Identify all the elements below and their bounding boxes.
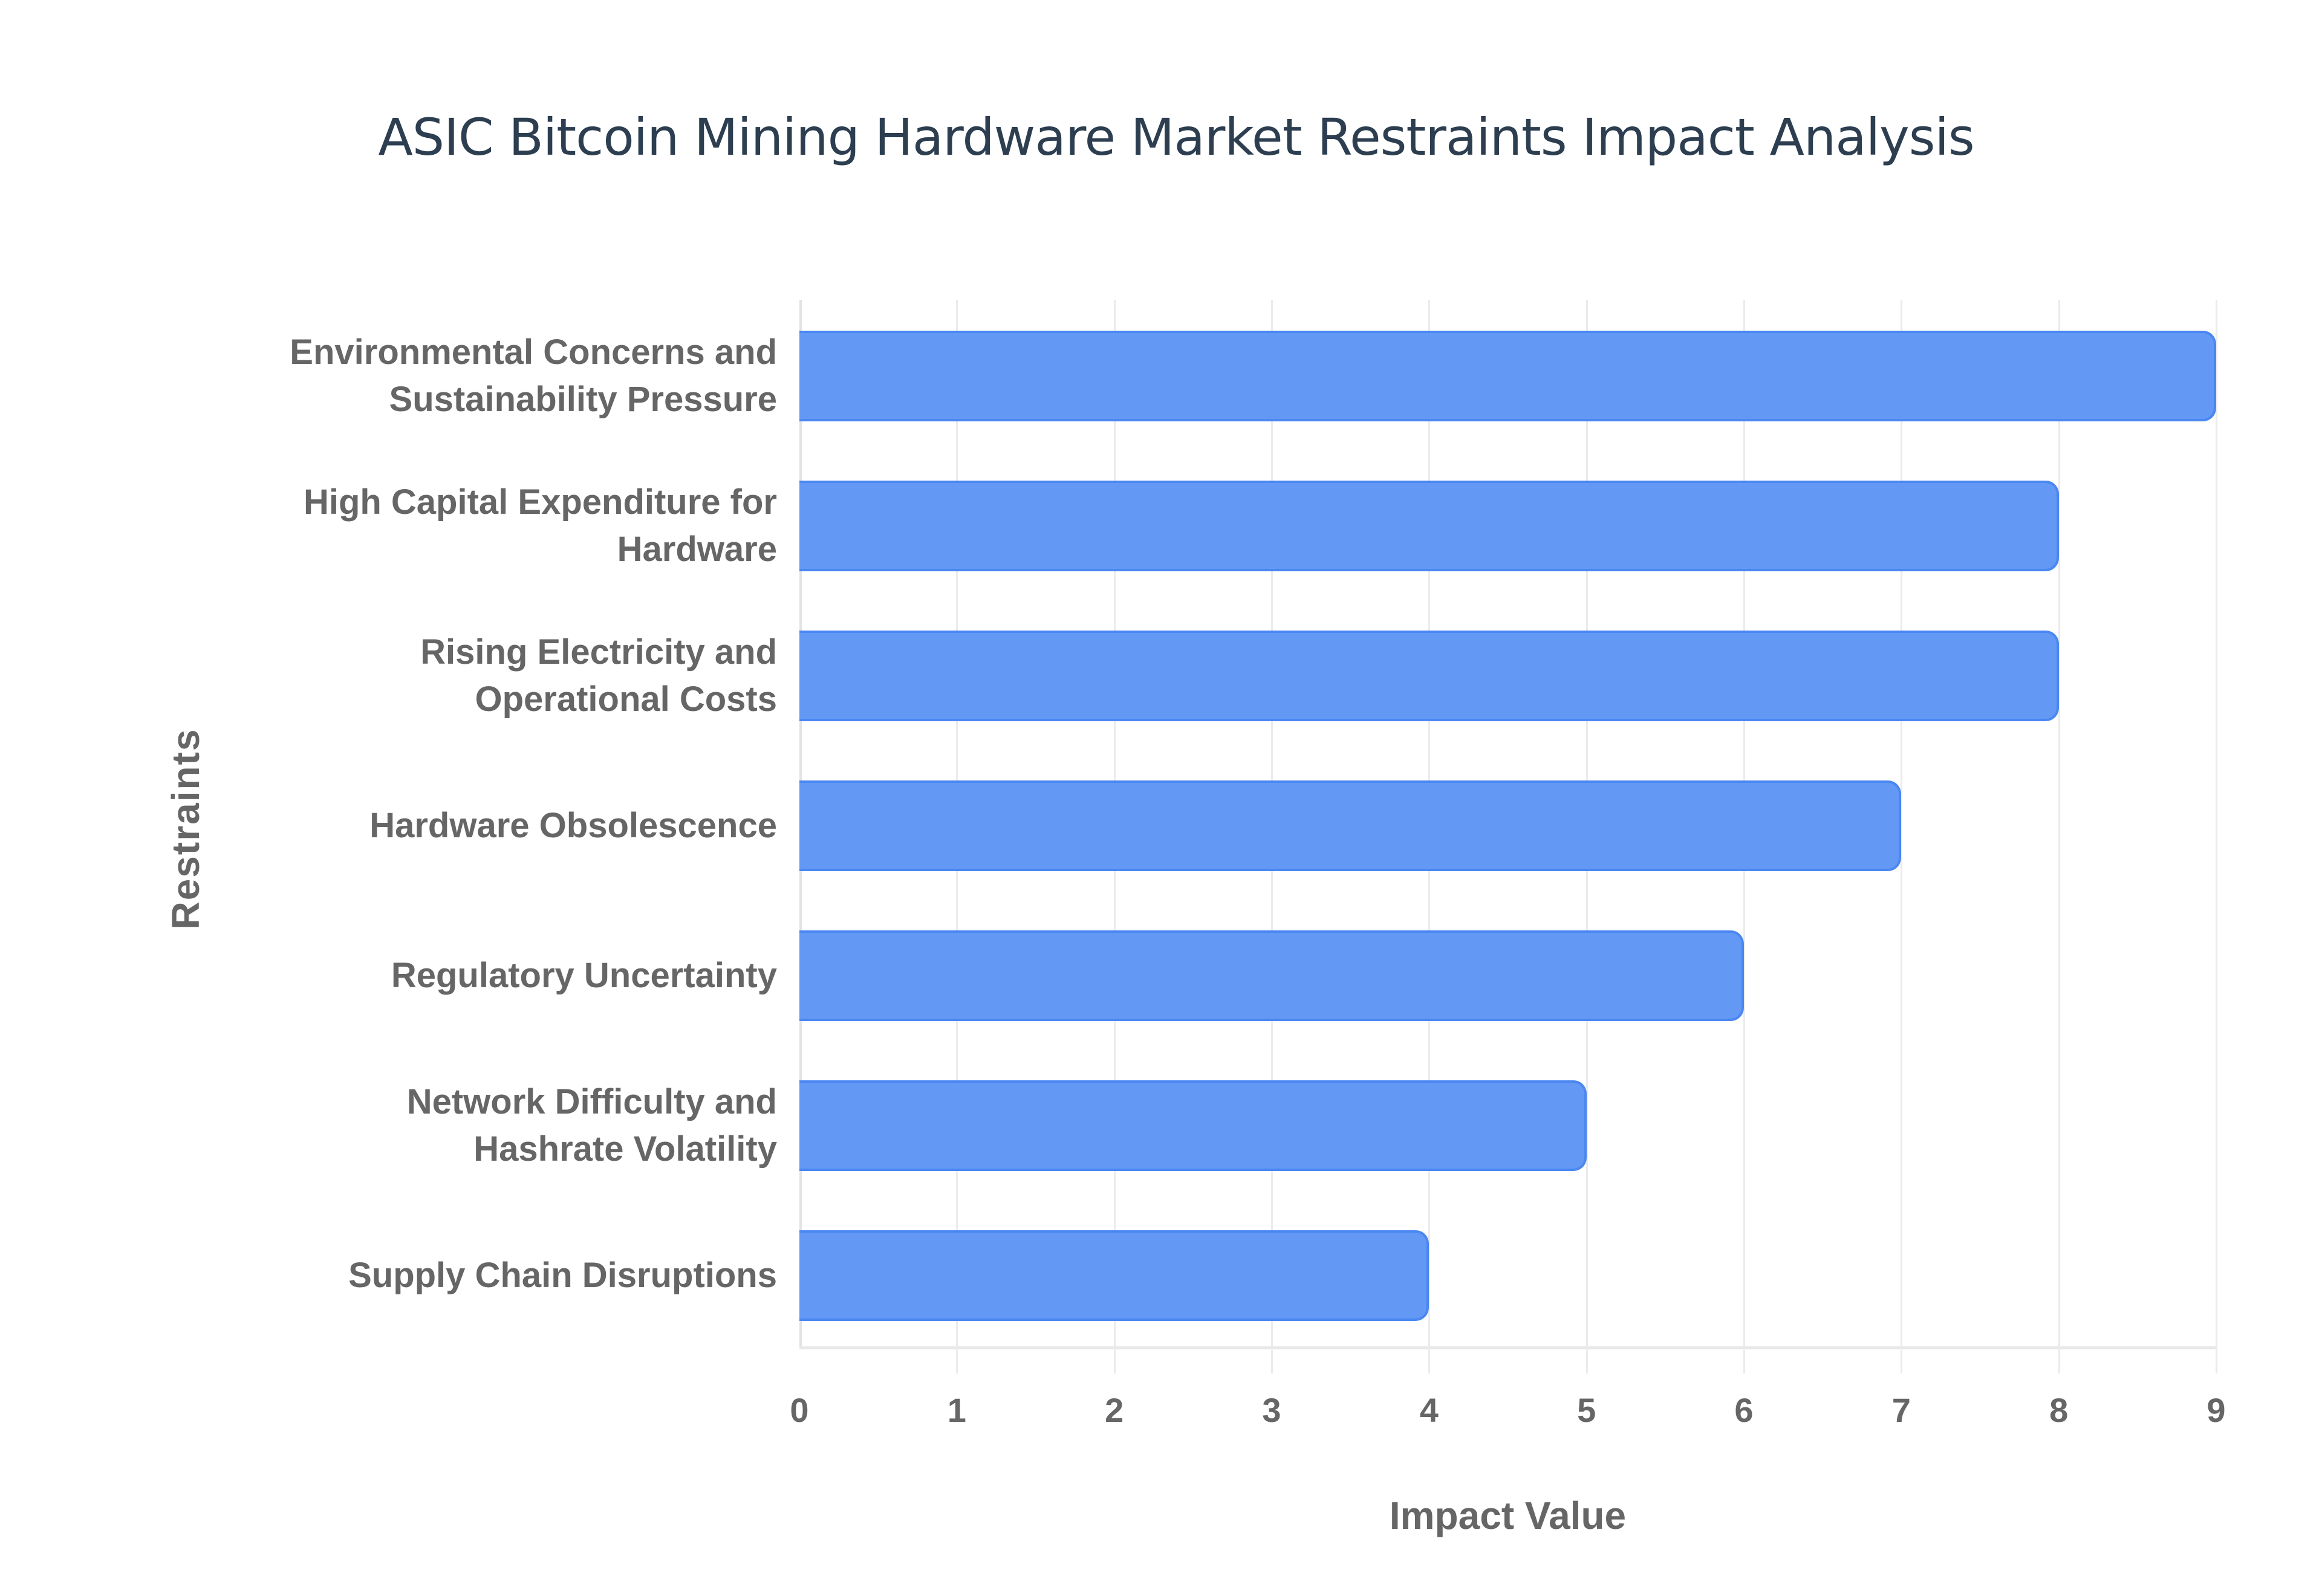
bar[interactable] [799, 1230, 1429, 1321]
y-axis-label-line: Environmental Concerns and [290, 332, 777, 372]
y-axis-label-line: Network Difficulty and [406, 1082, 777, 1121]
y-axis-label-line: Hardware Obsolescence [369, 806, 777, 845]
y-axis-label-line: Hardware [617, 530, 777, 569]
y-axis-label: Environmental Concerns and Sustainability… [112, 329, 777, 423]
bar[interactable] [799, 631, 2059, 721]
x-axis-tick-label: 9 [2207, 1391, 2226, 1429]
x-axis-title: Impact Value [1389, 1494, 1627, 1537]
x-axis-tick-label: 0 [790, 1391, 809, 1429]
gridline [2058, 300, 2060, 1374]
gridline [2216, 300, 2217, 1374]
y-axis-label-line: Hashrate Volatility [473, 1129, 777, 1169]
chart-title: ASIC Bitcoin Mining Hardware Market Rest… [378, 108, 1974, 167]
y-axis-label-line: Rising Electricity and [420, 632, 777, 672]
x-axis-tick-label: 1 [947, 1391, 966, 1429]
y-axis-label-line: High Capital Expenditure for [303, 482, 777, 522]
bar[interactable] [799, 1080, 1587, 1171]
y-axis-label: Regulatory Uncertainty [112, 952, 777, 999]
y-axis-label: Hardware Obsolescence [112, 802, 777, 849]
x-axis-tick-label: 3 [1262, 1391, 1281, 1429]
y-axis-label: Network Difficulty and Hashrate Volatilit… [112, 1079, 777, 1173]
plot-area [799, 300, 2217, 1374]
y-axis-label-line: Regulatory Uncertainty [391, 956, 777, 995]
x-axis-tick-label: 2 [1105, 1391, 1124, 1429]
y-axis-label-line: Sustainability Pressure [389, 380, 777, 419]
x-axis-tick-label: 5 [1577, 1391, 1596, 1429]
x-axis-tick-label: 7 [1891, 1391, 1911, 1429]
y-axis-label: Supply Chain Disruptions [112, 1252, 777, 1299]
x-axis-tick-label: 4 [1419, 1391, 1439, 1429]
bar[interactable] [799, 930, 1744, 1021]
y-axis-label-line: Operational Costs [475, 680, 777, 719]
x-axis-tick-label: 6 [1734, 1391, 1754, 1429]
x-axis-tick-label: 8 [2049, 1391, 2069, 1429]
y-axis-label: Rising Electricity and Operational Costs [112, 629, 777, 723]
gridline [1901, 300, 1903, 1374]
bar[interactable] [799, 780, 1902, 871]
x-axis-line [799, 1346, 2216, 1349]
bar[interactable] [799, 331, 2216, 421]
y-axis-label-line: Supply Chain Disruptions [348, 1256, 777, 1295]
bar[interactable] [799, 481, 2059, 571]
y-axis-label: High Capital Expenditure for Hardware [112, 479, 777, 573]
